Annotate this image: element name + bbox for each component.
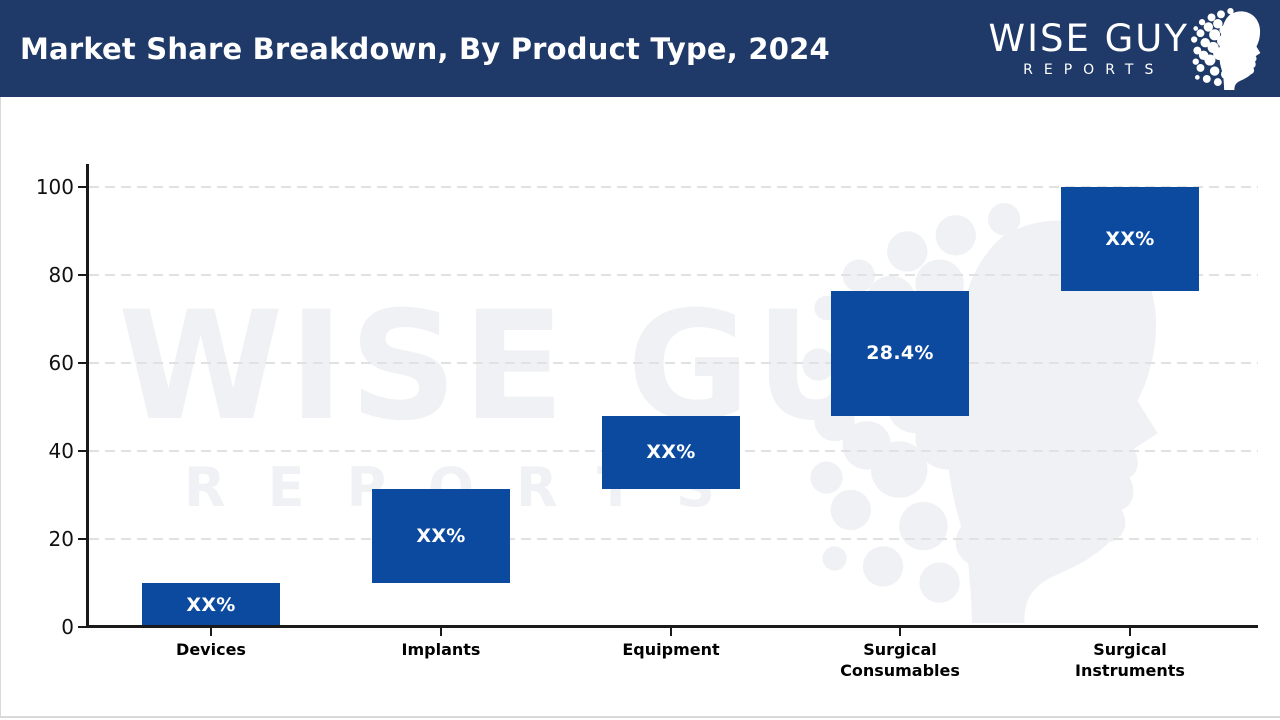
left-border-line bbox=[0, 97, 1, 717]
gridline-20 bbox=[89, 538, 1258, 540]
y-tick-20 bbox=[78, 538, 86, 540]
y-tick-40 bbox=[78, 450, 86, 452]
logo-text: WISE GUY REPORTS bbox=[989, 20, 1189, 78]
y-tick-label-60: 60 bbox=[48, 351, 74, 375]
bar-surgical-consumables: 28.4% bbox=[831, 290, 969, 416]
x-tick-label-equipment: Equipment bbox=[622, 640, 720, 659]
bar-devices: XX% bbox=[142, 583, 280, 627]
bar-value-label-surgical-consumables: 28.4% bbox=[866, 342, 934, 365]
y-tick-label-40: 40 bbox=[48, 439, 74, 463]
logo-brand-line2: REPORTS bbox=[1023, 61, 1165, 78]
y-tick-label-100: 100 bbox=[35, 175, 74, 199]
page-title: Market Share Breakdown, By Product Type,… bbox=[20, 31, 830, 66]
bar-value-label-equipment: XX% bbox=[646, 441, 696, 464]
header-bar: Market Share Breakdown, By Product Type,… bbox=[0, 0, 1280, 97]
y-tick-label-80: 80 bbox=[48, 263, 74, 287]
gridline-100 bbox=[89, 186, 1258, 188]
x-tick-label-surgical-consumables: Surgical Consumables bbox=[840, 640, 960, 680]
bar-value-label-surgical-instruments: XX% bbox=[1105, 227, 1155, 250]
y-axis bbox=[86, 164, 89, 628]
y-tick-label-0: 0 bbox=[61, 615, 74, 639]
gridline-80 bbox=[89, 274, 1258, 276]
y-tick-label-20: 20 bbox=[48, 527, 74, 551]
x-tick-label-surgical-instruments: Surgical Instruments bbox=[1075, 640, 1185, 680]
x-tick-devices bbox=[210, 628, 212, 636]
x-tick-surgical-instruments bbox=[1129, 628, 1131, 636]
x-axis bbox=[86, 625, 1258, 628]
bar-value-label-implants: XX% bbox=[416, 524, 466, 547]
y-tick-100 bbox=[78, 186, 86, 188]
bar-equipment: XX% bbox=[602, 415, 740, 489]
x-tick-equipment bbox=[670, 628, 672, 636]
x-tick-label-devices: Devices bbox=[176, 640, 246, 659]
y-tick-0 bbox=[78, 626, 86, 628]
x-tick-label-implants: Implants bbox=[401, 640, 481, 659]
bar-surgical-instruments: XX% bbox=[1061, 187, 1199, 291]
y-tick-80 bbox=[78, 274, 86, 276]
y-tick-60 bbox=[78, 362, 86, 364]
logo-brand-line1: WISE GUY bbox=[988, 16, 1189, 60]
bar-value-label-devices: XX% bbox=[186, 594, 236, 616]
x-tick-surgical-consumables bbox=[899, 628, 901, 636]
wiseguy-head-icon bbox=[1191, 8, 1262, 90]
bar-implants: XX% bbox=[372, 488, 510, 583]
wiseguy-logo: WISE GUY REPORTS bbox=[989, 8, 1262, 90]
x-tick-implants bbox=[440, 628, 442, 636]
bottom-border-line bbox=[0, 716, 1280, 718]
gridline-60 bbox=[89, 362, 1258, 364]
